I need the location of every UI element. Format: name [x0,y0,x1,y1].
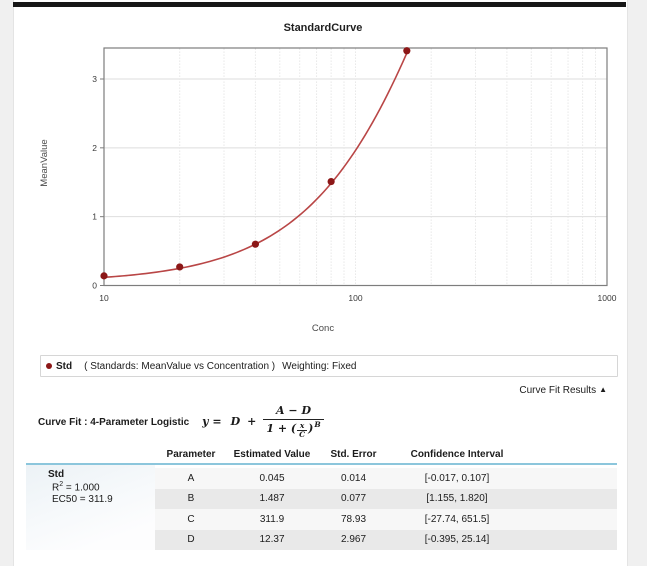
curve-fit-results-table: Parameter Estimated Value Std. Error Con… [26,446,617,550]
header-estimated-value: Estimated Value [233,448,311,460]
table-header-row: Parameter Estimated Value Std. Error Con… [155,446,617,462]
page-gutter-right [627,0,647,566]
std-series-marker-icon [46,363,52,369]
formula-den-prefix: 1 + ( [266,422,297,436]
header-underline [26,463,617,465]
svg-text:10: 10 [99,293,109,303]
four-pl-formula: y = D + A − D 1 + ( x C ) B [202,404,324,440]
cell-parameter: A [187,472,195,484]
formula-c: C [297,430,308,440]
cell-std-error: 0.077 [340,493,367,505]
cell-estimated-value: 0.045 [259,472,285,484]
formula-fraction: A − D 1 + ( x C ) B [263,404,324,440]
formula-x-over-c: x C [297,421,308,440]
cell-confidence-interval: [1.155, 1.820] [426,493,488,505]
page-gutter-left [0,0,14,566]
formula-den-suffix: ) [308,422,314,436]
collapse-triangle-icon: ▲ [599,385,607,394]
r2-sup: 2 [59,481,64,488]
formula-plus: + [247,415,257,429]
plot-gridlines [104,48,607,285]
svg-text:100: 100 [348,293,362,303]
formula-numerator: A − D [276,404,311,418]
cell-std-error: 2.967 [340,534,367,546]
standard-curve-chart: StandardCurve 0 1 2 3 10 100 1000 MeanValue Co… [39,22,617,334]
formula-term-d: D [230,415,241,429]
x-axis-label: Conc [312,323,334,334]
svg-text:1000: 1000 [598,293,617,303]
table-row: D 12.37 2.967 [-0.395, 25.14] [155,529,617,550]
svg-text:0: 0 [92,281,97,291]
formula-exponent-b: B [314,419,321,429]
curve-fit-model-label: Curve Fit : 4-Parameter Logistic [38,416,190,428]
group-name: Std [48,469,65,480]
cell-estimated-value: 12.37 [259,534,285,546]
legend-description: ( Standards: MeanValue vs Concentration … [84,360,276,372]
legend-series-name: Std [56,360,73,372]
svg-text:2: 2 [92,143,97,153]
cell-confidence-interval: [-27.74, 651.5] [424,513,490,525]
curve-fit-results-label: Curve Fit Results [519,385,597,396]
table-row: A 0.045 0.014 [-0.017, 0.107] [155,468,617,489]
curve-fit-equation-row: Curve Fit : 4-Parameter Logistic y = D +… [38,399,324,445]
table-row: C 311.9 78.93 [-27.74, 651.5] [155,509,617,530]
svg-text:3: 3 [92,74,97,84]
svg-text:1: 1 [92,212,97,222]
formula-x: x [299,421,305,431]
legend-weighting: Weighting: Fixed [282,360,357,372]
axis-ticks: 0 1 2 3 10 100 1000 [92,74,616,303]
cell-parameter: D [187,534,195,546]
panel-top-divider [13,2,626,7]
header-parameter: Parameter [166,448,216,460]
cell-estimated-value: 311.9 [259,513,285,525]
r2-base: R [52,482,60,494]
sample-group-block: Std R2 = 1.000 EC50 = 311.9 [26,465,155,550]
plot-area [104,48,607,286]
table-row: B 1.487 0.077 [1.155, 1.820] [155,488,617,509]
table-rows: A 0.045 0.014 [-0.017, 0.107] B 1.487 0.… [155,468,617,550]
formula-lhs: y = [202,415,222,429]
header-confidence-interval: Confidence Interval [410,448,504,460]
cell-estimated-value: 1.487 [259,493,285,505]
cell-parameter: C [187,513,195,525]
cell-confidence-interval: [-0.395, 25.14] [424,534,490,546]
standard-data-points [100,47,411,280]
cell-confidence-interval: [-0.017, 0.107] [424,472,490,484]
header-std-error: Std. Error [330,448,377,460]
chart-legend: Std ( Standards: MeanValue vs Concentrat… [40,355,618,377]
cell-parameter: B [187,493,195,505]
curve-fit-results-toggle[interactable]: Curve Fit Results ▲ [380,385,607,396]
plot-frame [103,47,608,287]
r2-value: = 1.000 [63,482,100,494]
cell-std-error: 78.93 [340,513,367,525]
chart-title: StandardCurve [284,22,363,34]
cell-std-error: 0.014 [340,472,367,484]
y-axis-label: MeanValue [39,139,50,186]
ec50-stat: EC50 = 311.9 [52,494,113,506]
r-squared-stat: R2 = 1.000 [52,481,155,493]
formula-denominator: 1 + ( x C ) B [263,419,324,440]
